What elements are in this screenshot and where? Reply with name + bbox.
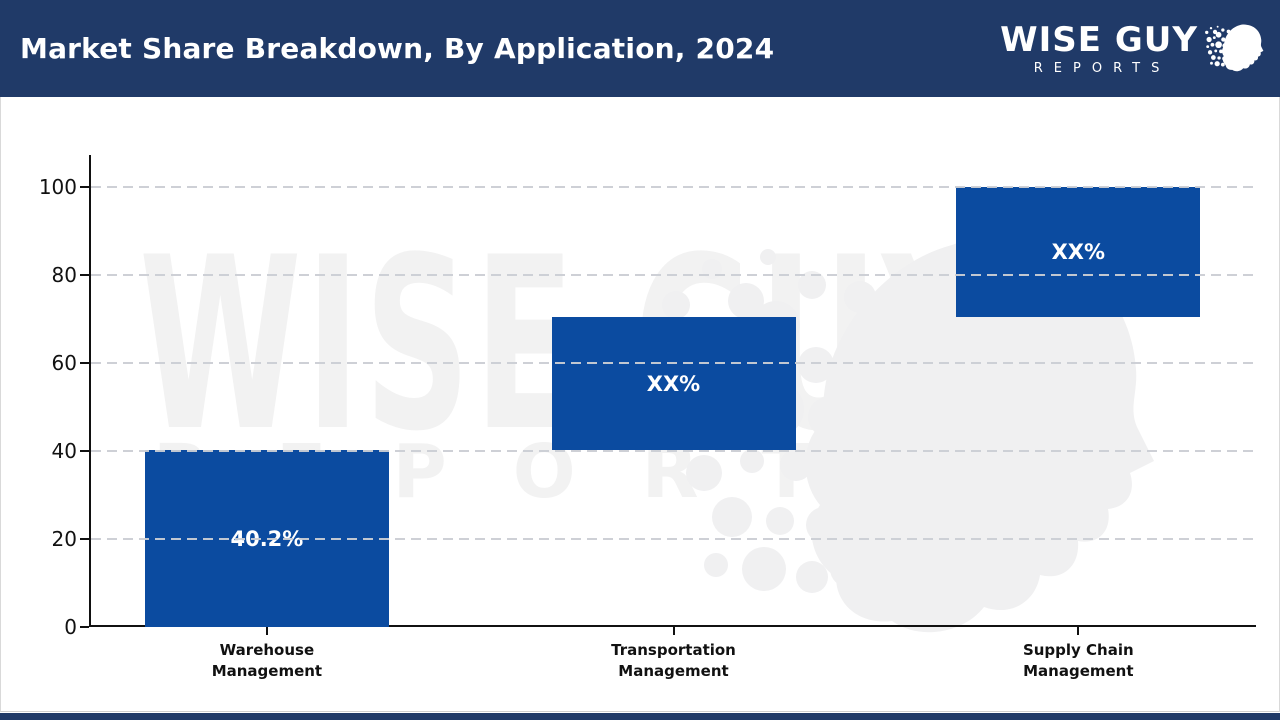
footer-band — [0, 713, 1280, 720]
y-tick-mark — [80, 626, 89, 628]
brand-logo-text: WISE GUY REPORTS — [1000, 23, 1198, 75]
y-tick-label-40: 40 — [51, 439, 77, 463]
y-tick-mark — [80, 538, 89, 540]
x-tick-mark — [672, 627, 675, 635]
x-tick-mark — [265, 627, 268, 635]
y-tick-label-60: 60 — [51, 351, 77, 375]
bar-supply-chain-management: XX% — [956, 187, 1201, 318]
y-tick-label-80: 80 — [51, 263, 77, 287]
y-tick-mark — [80, 186, 89, 188]
brand-face-icon — [1205, 24, 1264, 71]
x-category-label-warehouse: Warehouse Management — [107, 640, 427, 682]
gridline-60 — [91, 362, 1256, 364]
bar-value-label: XX% — [646, 371, 701, 396]
brand-name: WISE GUY — [1000, 19, 1198, 60]
y-tick-label-0: 0 — [64, 615, 77, 639]
bar-transportation-management: XX% — [551, 317, 796, 451]
watermark-face-icon — [662, 238, 1154, 633]
x-tick-mark — [1077, 627, 1080, 635]
chart-canvas: WISE GUY REPORTS 40.2% — [0, 97, 1280, 712]
x-category-label-transportation: Transportation Management — [514, 640, 834, 682]
gridline-80 — [91, 274, 1256, 276]
y-tick-mark — [80, 274, 89, 276]
x-category-line: Management — [618, 662, 729, 680]
x-category-line: Warehouse — [219, 641, 315, 659]
chart-title: Market Share Breakdown, By Application, … — [20, 32, 775, 65]
y-tick-mark — [80, 362, 89, 364]
bar-value-label: XX% — [1051, 240, 1106, 265]
x-category-line: Supply Chain — [1022, 641, 1134, 659]
y-tick-label-100: 100 — [38, 175, 77, 199]
y-axis-spine — [89, 155, 91, 187]
brand-subtitle: REPORTS — [1033, 60, 1171, 76]
brand-logo: WISE GUY REPORTS — [1000, 21, 1266, 77]
y-tick-mark — [80, 450, 89, 452]
header-band: Market Share Breakdown, By Application, … — [0, 0, 1280, 97]
x-category-line: Management — [211, 662, 323, 680]
x-category-line: Transportation — [611, 641, 736, 659]
gridline-100 — [91, 186, 1256, 188]
plot-area: 40.2% XX% XX% Warehouse Management Trans… — [39, 155, 1256, 680]
x-category-line: Management — [1023, 662, 1134, 680]
x-category-label-supply-chain: Supply Chain Management — [918, 640, 1238, 682]
gridline-20 — [91, 538, 1256, 540]
gridline-40 — [91, 450, 1256, 452]
y-tick-label-20: 20 — [51, 527, 77, 551]
